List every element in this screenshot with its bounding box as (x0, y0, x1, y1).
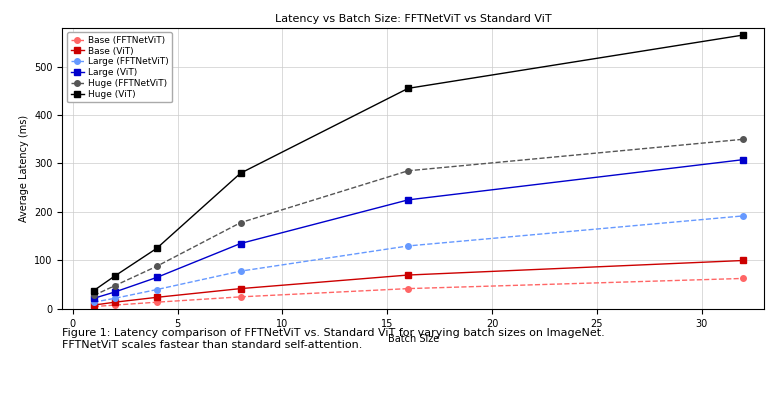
Line: Base (FFTNetViT): Base (FFTNetViT) (91, 276, 746, 309)
Large (FFTNetViT) (152, 287, 161, 292)
Line: Large (ViT): Large (ViT) (91, 157, 746, 301)
Line: Large (FFTNetViT): Large (FFTNetViT) (91, 213, 746, 305)
Base (FFTNetViT) (739, 276, 748, 281)
Base (FFTNetViT) (152, 300, 161, 305)
Base (FFTNetViT) (89, 304, 98, 309)
Base (ViT) (236, 286, 245, 291)
Base (ViT) (110, 300, 119, 305)
X-axis label: Batch Size: Batch Size (388, 334, 439, 344)
Base (FFTNetViT) (110, 303, 119, 307)
Large (ViT) (739, 157, 748, 162)
Title: Latency vs Batch Size: FFTNetViT vs Standard ViT: Latency vs Batch Size: FFTNetViT vs Stan… (275, 14, 551, 24)
Large (FFTNetViT) (403, 244, 413, 248)
Large (ViT) (110, 289, 119, 294)
Base (ViT) (403, 273, 413, 278)
Base (FFTNetViT) (403, 286, 413, 291)
Large (ViT) (236, 241, 245, 246)
Huge (FFTNetViT) (89, 293, 98, 298)
Huge (ViT) (403, 86, 413, 91)
Large (ViT) (89, 296, 98, 301)
Huge (ViT) (739, 32, 748, 37)
Large (FFTNetViT) (110, 296, 119, 301)
Huge (FFTNetViT) (403, 168, 413, 173)
Base (FFTNetViT) (236, 295, 245, 299)
Line: Huge (ViT): Huge (ViT) (91, 32, 746, 293)
Huge (FFTNetViT) (236, 220, 245, 225)
Y-axis label: Average Latency (ms): Average Latency (ms) (19, 115, 29, 222)
Line: Huge (FFTNetViT): Huge (FFTNetViT) (91, 137, 746, 298)
Base (ViT) (739, 258, 748, 263)
Large (FFTNetViT) (236, 269, 245, 274)
Line: Base (ViT): Base (ViT) (91, 258, 746, 308)
Large (ViT) (403, 198, 413, 202)
Text: Figure 1: Latency comparison of FFTNetViT vs. Standard ViT for varying batch siz: Figure 1: Latency comparison of FFTNetVi… (62, 328, 605, 350)
Large (ViT) (152, 275, 161, 280)
Base (ViT) (152, 295, 161, 300)
Huge (ViT) (152, 246, 161, 251)
Huge (FFTNetViT) (110, 283, 119, 288)
Base (ViT) (89, 303, 98, 307)
Legend: Base (FFTNetViT), Base (ViT), Large (FFTNetViT), Large (ViT), Huge (FFTNetViT), : Base (FFTNetViT), Base (ViT), Large (FFT… (67, 32, 172, 103)
Large (FFTNetViT) (89, 300, 98, 305)
Huge (ViT) (236, 171, 245, 175)
Huge (ViT) (89, 288, 98, 293)
Huge (FFTNetViT) (152, 264, 161, 268)
Large (FFTNetViT) (739, 213, 748, 218)
Huge (FFTNetViT) (739, 137, 748, 142)
Huge (ViT) (110, 274, 119, 278)
